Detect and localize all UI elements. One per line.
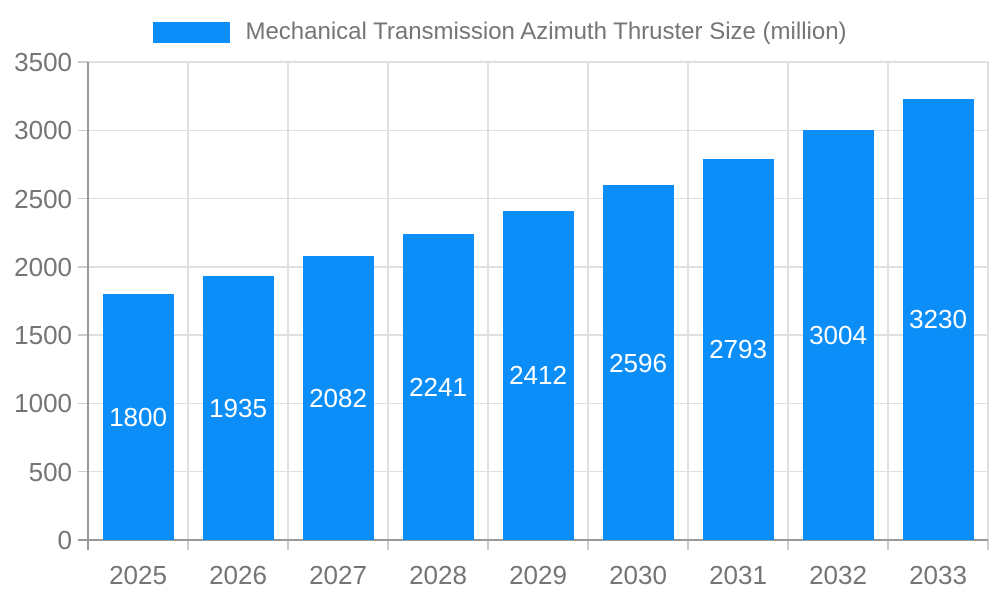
y-tick bbox=[78, 334, 88, 336]
v-gridline bbox=[887, 62, 889, 540]
y-tick bbox=[78, 61, 88, 63]
x-axis-line bbox=[78, 539, 988, 541]
h-gridline bbox=[88, 197, 988, 200]
bar-value-label: 2412 bbox=[509, 360, 567, 391]
y-axis-tick-label: 500 bbox=[28, 456, 72, 487]
y-tick bbox=[78, 402, 88, 405]
y-axis-tick-label: 3500 bbox=[14, 47, 72, 77]
x-tick bbox=[987, 540, 989, 550]
x-axis-tick-label: 2028 bbox=[409, 560, 467, 590]
x-tick bbox=[887, 540, 889, 550]
bar-value-label: 2793 bbox=[709, 334, 767, 365]
x-tick bbox=[687, 540, 689, 550]
x-axis-tick-label: 2031 bbox=[709, 560, 767, 590]
y-tick bbox=[78, 266, 88, 268]
y-axis-line bbox=[87, 62, 89, 550]
y-axis-tick-label: 2500 bbox=[14, 183, 72, 214]
x-tick bbox=[787, 540, 789, 550]
legend[interactable]: Mechanical Transmission Azimuth Thruster… bbox=[0, 12, 1000, 52]
bar-value-label: 2082 bbox=[309, 382, 367, 413]
bar-value-label: 3004 bbox=[809, 319, 867, 350]
bar[interactable] bbox=[702, 158, 774, 540]
h-gridline bbox=[88, 61, 988, 63]
v-gridline bbox=[187, 62, 189, 540]
v-gridline bbox=[987, 62, 989, 540]
x-axis-tick-label: 2029 bbox=[509, 560, 567, 590]
y-axis-tick-label: 0 bbox=[57, 525, 72, 555]
bar[interactable] bbox=[202, 275, 274, 540]
bar-value-label: 1800 bbox=[109, 402, 167, 433]
y-tick bbox=[78, 197, 88, 200]
x-axis-tick-label: 2027 bbox=[309, 560, 367, 590]
y-tick bbox=[78, 129, 88, 132]
bar[interactable] bbox=[402, 233, 474, 540]
x-axis-tick-label: 2025 bbox=[109, 560, 167, 590]
x-axis-tick-label: 2030 bbox=[609, 560, 667, 590]
bar[interactable] bbox=[502, 210, 574, 540]
bar-value-label: 2241 bbox=[409, 371, 467, 402]
x-axis-tick-label: 2033 bbox=[909, 560, 967, 590]
v-gridline bbox=[787, 62, 789, 540]
legend-label: Mechanical Transmission Azimuth Thruster… bbox=[245, 18, 847, 45]
x-tick bbox=[487, 540, 489, 550]
x-tick bbox=[587, 540, 589, 550]
bar[interactable] bbox=[902, 98, 974, 540]
x-axis-tick-label: 2026 bbox=[209, 560, 267, 590]
v-gridline bbox=[687, 62, 689, 540]
h-gridline bbox=[88, 129, 988, 132]
x-tick bbox=[387, 540, 389, 550]
y-axis-tick-label: 3000 bbox=[14, 115, 72, 146]
v-gridline bbox=[287, 62, 289, 540]
x-axis-tick-label: 2032 bbox=[809, 560, 867, 590]
y-axis-tick-label: 1500 bbox=[14, 320, 72, 351]
bar[interactable] bbox=[802, 129, 874, 540]
x-tick bbox=[287, 540, 289, 550]
legend-swatch-icon bbox=[153, 21, 231, 43]
y-tick bbox=[78, 470, 88, 473]
x-tick bbox=[187, 540, 189, 550]
v-gridline bbox=[587, 62, 589, 540]
y-axis-tick-label: 2000 bbox=[14, 251, 72, 282]
v-gridline bbox=[387, 62, 389, 540]
bar-value-label: 1935 bbox=[209, 392, 267, 423]
y-axis-tick-label: 1000 bbox=[14, 388, 72, 419]
v-gridline bbox=[487, 62, 489, 540]
bar[interactable] bbox=[302, 255, 374, 540]
bar-value-label: 2596 bbox=[609, 347, 667, 378]
bar[interactable] bbox=[602, 185, 674, 540]
bar[interactable] bbox=[102, 294, 174, 540]
bar-value-label: 3230 bbox=[909, 304, 967, 335]
